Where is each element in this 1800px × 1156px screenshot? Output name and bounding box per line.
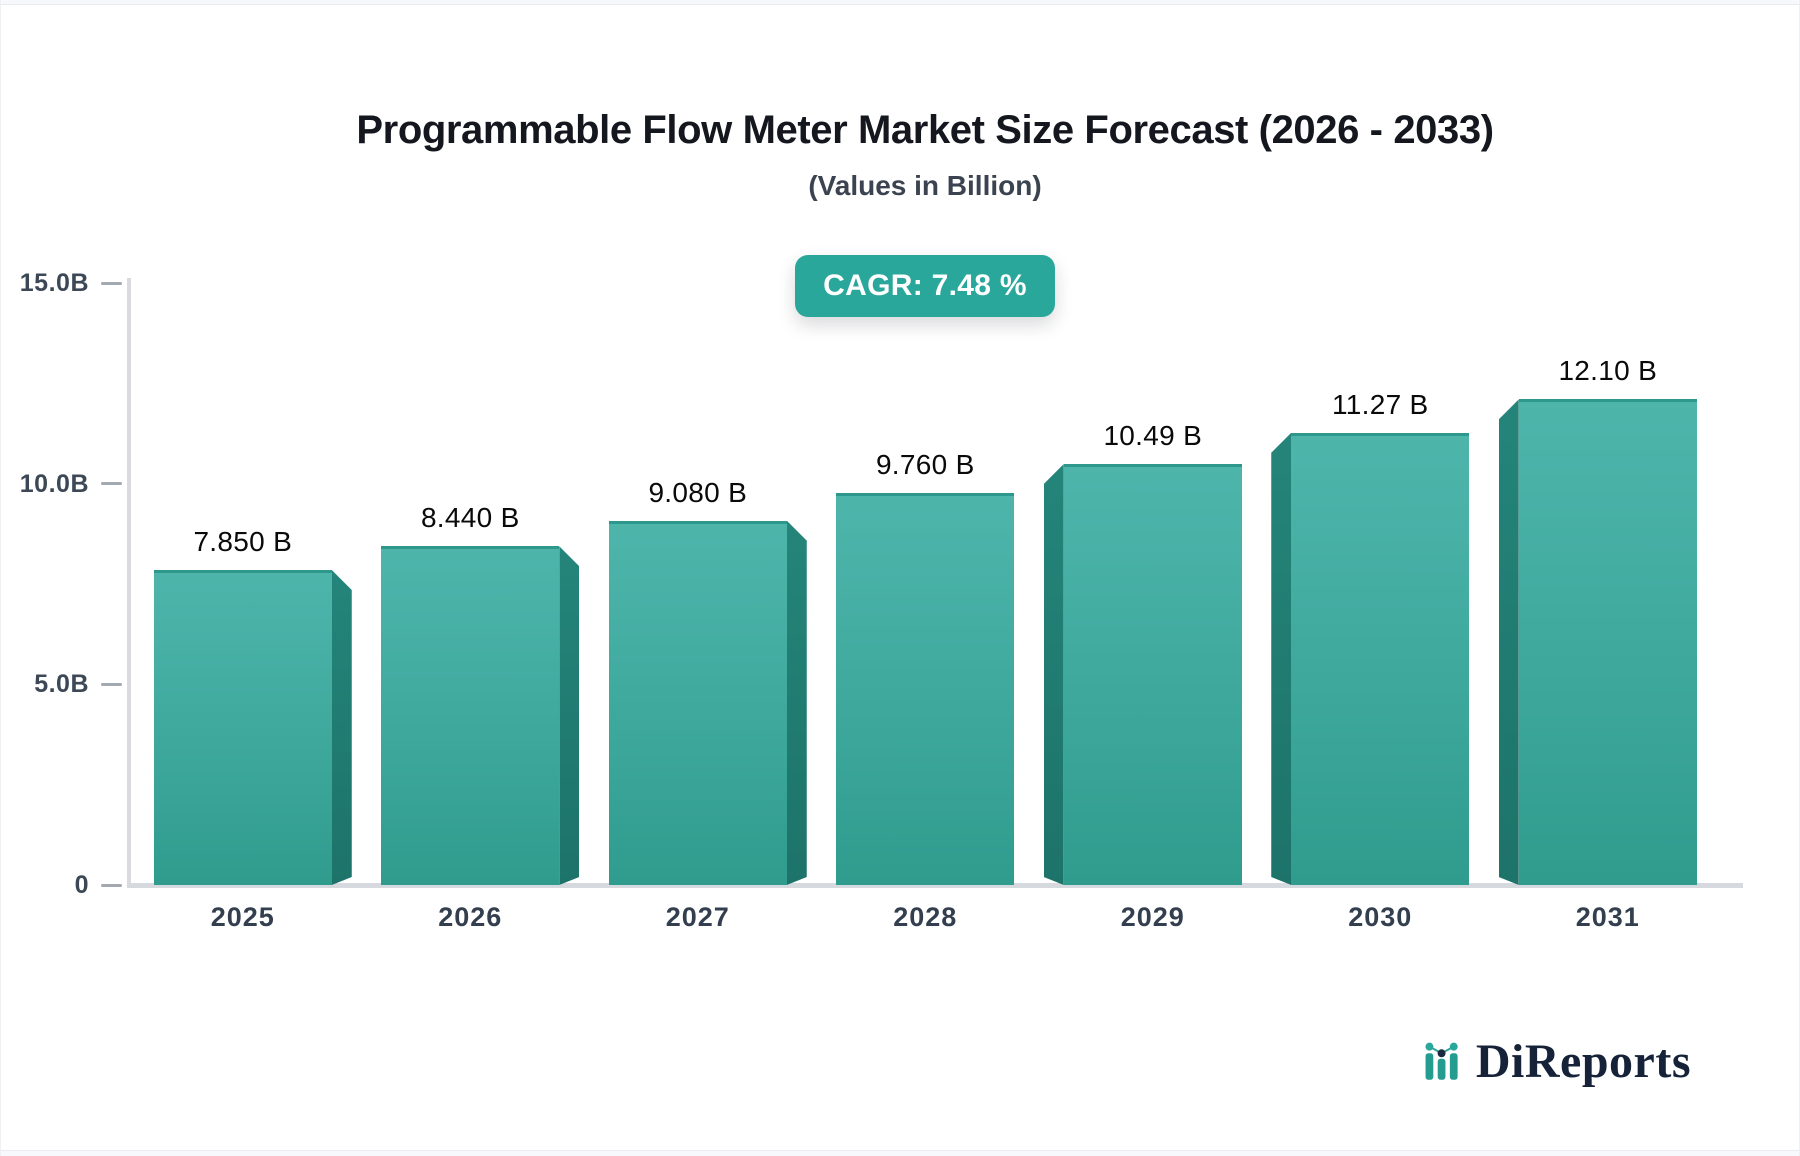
bar-right-bevel bbox=[559, 546, 579, 885]
bar bbox=[1518, 399, 1697, 885]
logo-text: DiReports bbox=[1475, 1035, 1691, 1088]
y-tick-label: 10.0B bbox=[19, 469, 89, 498]
x-tick-label: 2025 bbox=[210, 902, 275, 932]
bar-left-bevel bbox=[1499, 399, 1519, 885]
y-tick-label: 15.0B bbox=[19, 269, 89, 297]
top-edge-band bbox=[1, 0, 1799, 5]
y-tick-label: 5.0B bbox=[34, 670, 89, 699]
bar-value-label: 12.10 B bbox=[1558, 355, 1658, 387]
y-tick-dash bbox=[101, 482, 122, 486]
cagr-badge-row: CAGR: 7.48 % bbox=[129, 255, 1721, 317]
bar bbox=[1291, 432, 1470, 885]
x-tick-label: 2028 bbox=[893, 902, 958, 932]
cagr-badge: CAGR: 7.48 % bbox=[795, 255, 1055, 317]
bar-right-bevel bbox=[787, 521, 807, 885]
x-tick-label: 2029 bbox=[1120, 902, 1185, 932]
y-tick-dash bbox=[101, 281, 122, 285]
y-axis-line bbox=[127, 278, 131, 885]
y-tick-dash bbox=[101, 682, 122, 686]
bar bbox=[381, 546, 560, 885]
bar-value-label: 11.27 B bbox=[1331, 388, 1429, 420]
bar-left-bevel bbox=[1044, 464, 1064, 885]
bar-value-label: 10.49 B bbox=[1103, 420, 1203, 451]
bar bbox=[1063, 464, 1242, 885]
chart-subtitle: (Values in Billion) bbox=[808, 170, 1042, 201]
bar-value-label: 7.850 B bbox=[193, 525, 293, 557]
direports-logo: DiReports bbox=[1423, 1038, 1691, 1086]
bar bbox=[608, 520, 787, 885]
x-tick-label: 2026 bbox=[438, 902, 503, 932]
bar-chart-logo-icon bbox=[1425, 1042, 1458, 1080]
bar-value-label: 9.760 B bbox=[875, 449, 975, 481]
bar-right-bevel bbox=[332, 570, 352, 885]
page-title: Programmable Flow Meter Market Size Fore… bbox=[356, 108, 1494, 152]
y-tick-label: 0 bbox=[74, 871, 89, 899]
bar-value-label: 9.080 B bbox=[648, 476, 748, 508]
bottom-edge-band bbox=[1, 1150, 1799, 1156]
x-tick-label: 2030 bbox=[1348, 902, 1413, 932]
y-tick-dash bbox=[101, 883, 122, 887]
bar-left-bevel bbox=[1271, 433, 1291, 885]
bar-value-label: 8.440 B bbox=[420, 502, 520, 534]
x-tick-label: 2031 bbox=[1575, 902, 1640, 932]
x-tick-label: 2027 bbox=[665, 902, 730, 932]
x-axis-baseline bbox=[127, 883, 1743, 888]
bar bbox=[153, 569, 332, 885]
bar bbox=[836, 493, 1015, 885]
